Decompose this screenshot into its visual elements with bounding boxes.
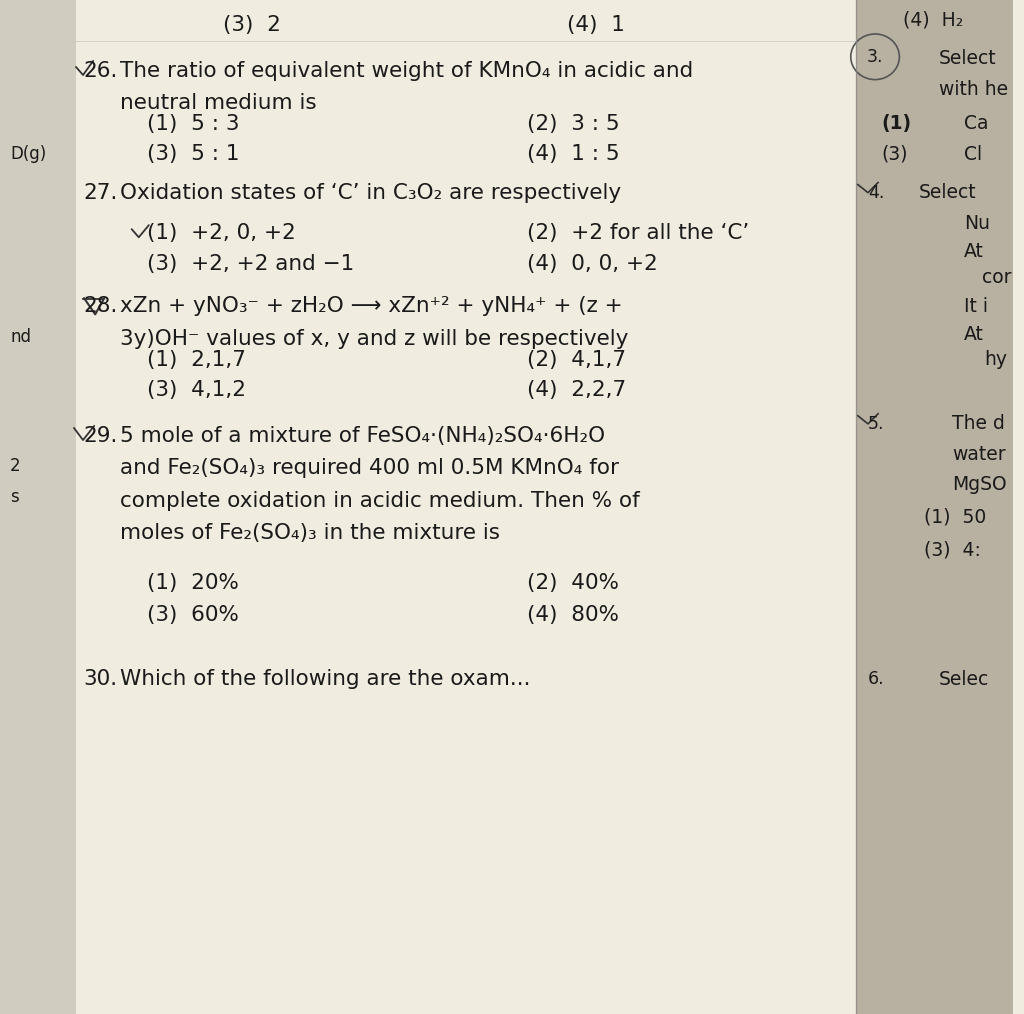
Text: The ratio of equivalent weight of KMnO₄ in acidic and: The ratio of equivalent weight of KMnO₄ … [120,61,693,81]
Text: moles of Fe₂(SO₄)₃ in the mixture is: moles of Fe₂(SO₄)₃ in the mixture is [120,523,500,544]
Text: neutral medium is: neutral medium is [120,93,316,114]
Text: 30.: 30. [83,669,117,690]
Text: 4.: 4. [868,184,885,202]
Text: (1): (1) [881,115,911,133]
Text: with he: with he [939,80,1008,98]
Text: 26.: 26. [83,61,118,81]
Text: (3)  60%: (3) 60% [146,605,239,626]
Text: (1)  +2, 0, +2: (1) +2, 0, +2 [146,223,296,243]
Text: complete oxidation in acidic medium. Then % of: complete oxidation in acidic medium. The… [120,491,639,511]
Text: (2)  +2 for all the ‘C’: (2) +2 for all the ‘C’ [526,223,749,243]
Text: (1)  50: (1) 50 [924,508,986,526]
Text: cor: cor [982,269,1012,287]
Text: (4)  2,2,7: (4) 2,2,7 [526,380,626,401]
Text: Select: Select [939,50,996,68]
Bar [856,0,1013,1014]
Text: (1)  2,1,7: (1) 2,1,7 [146,350,246,370]
Text: (4)  0, 0, +2: (4) 0, 0, +2 [526,254,657,274]
Bar [0,0,76,1014]
Text: Ca: Ca [965,115,989,133]
Text: (4)  H₂: (4) H₂ [903,11,964,29]
Text: 5.: 5. [868,415,885,433]
Text: 2: 2 [10,457,20,476]
Text: At: At [965,242,984,261]
Text: (1)  20%: (1) 20% [146,573,239,593]
Text: 29.: 29. [83,426,118,446]
Text: (2)  4,1,7: (2) 4,1,7 [526,350,626,370]
Text: (3)  4,1,2: (3) 4,1,2 [146,380,246,401]
Text: and Fe₂(SO₄)₃ required 400 ml 0.5M KMnO₄ for: and Fe₂(SO₄)₃ required 400 ml 0.5M KMnO₄… [120,458,618,479]
Text: MgSO: MgSO [952,476,1007,494]
Text: 3.: 3. [866,48,884,66]
Text: Cl: Cl [965,145,982,163]
Text: (1)  5 : 3: (1) 5 : 3 [146,114,240,134]
Text: 28.: 28. [83,296,118,316]
Text: D(g): D(g) [10,145,46,163]
Text: 27.: 27. [83,183,118,203]
Text: Which of the following are the oxam...: Which of the following are the oxam... [120,669,530,690]
Text: 3y)OH⁻ values of x, y and z will be respectively: 3y)OH⁻ values of x, y and z will be resp… [120,329,628,349]
Text: water: water [952,445,1006,463]
Text: Select: Select [919,184,976,202]
Text: (4)  1: (4) 1 [567,15,625,35]
Text: Oxidation states of ‘C’ in C₃O₂ are respectively: Oxidation states of ‘C’ in C₃O₂ are resp… [120,183,621,203]
Text: It i: It i [965,297,988,315]
Text: (3): (3) [881,145,907,163]
Text: The d: The d [952,415,1005,433]
Text: (3)  +2, +2 and −1: (3) +2, +2 and −1 [146,254,354,274]
Text: At: At [965,325,984,344]
Text: (3)  5 : 1: (3) 5 : 1 [146,144,240,164]
Text: nd: nd [10,328,31,346]
Text: Nu: Nu [965,214,990,232]
Text: hy: hy [984,351,1008,369]
Text: s: s [10,488,18,506]
Text: (3)  2: (3) 2 [223,15,281,35]
Text: (4)  1 : 5: (4) 1 : 5 [526,144,620,164]
Text: (2)  40%: (2) 40% [526,573,618,593]
Text: 6.: 6. [868,670,885,689]
Text: (3)  4:: (3) 4: [924,540,981,559]
Text: (2)  3 : 5: (2) 3 : 5 [526,114,620,134]
Text: xZn + yNO₃⁻ + zH₂O ⟶ xZn⁺² + yNH₄⁺ + (z +: xZn + yNO₃⁻ + zH₂O ⟶ xZn⁺² + yNH₄⁺ + (z … [120,296,623,316]
Text: (4)  80%: (4) 80% [526,605,618,626]
Text: 5 mole of a mixture of FeSO₄·(NH₄)₂SO₄·6H₂O: 5 mole of a mixture of FeSO₄·(NH₄)₂SO₄·6… [120,426,604,446]
Text: Selec: Selec [939,670,989,689]
